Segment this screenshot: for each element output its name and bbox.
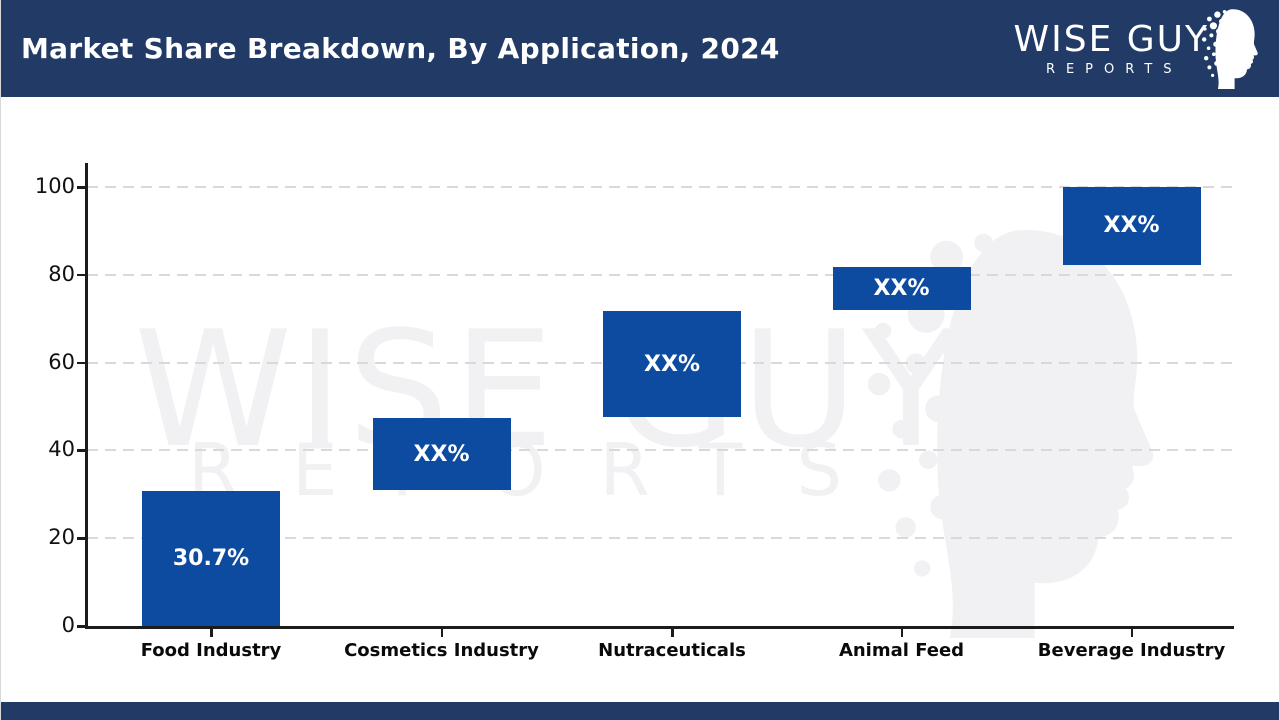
y-axis-tick xyxy=(77,625,85,628)
x-axis-tick xyxy=(440,628,443,637)
y-axis-line xyxy=(85,163,88,629)
bar-animal-feed: XX% xyxy=(832,266,971,310)
y-axis-tick xyxy=(77,273,85,277)
gridline xyxy=(87,537,1234,540)
x-axis-tick xyxy=(671,628,674,637)
logo-wordmark: WISE GUY xyxy=(1013,18,1209,60)
y-tick-label: 80 xyxy=(48,261,75,286)
gridline xyxy=(87,449,1234,452)
bar-nutraceuticals: XX% xyxy=(603,310,741,418)
bar-cosmetics-industry: XX% xyxy=(372,418,511,490)
wise-guy-logo: WISE GUY REPORTS xyxy=(1013,8,1260,89)
x-tick-label: Nutraceuticals xyxy=(598,640,746,661)
y-axis-tick xyxy=(77,449,85,452)
y-axis-tick xyxy=(77,537,85,540)
bar-value-label: XX% xyxy=(644,351,700,377)
bar-beverage-industry: XX% xyxy=(1062,187,1201,265)
gridline xyxy=(87,186,1234,188)
watermark-subtext: REPORTS xyxy=(188,428,897,512)
logo-face-icon xyxy=(1202,8,1258,89)
bar-value-label: XX% xyxy=(413,441,470,467)
gridline xyxy=(87,273,1234,276)
x-axis-tick xyxy=(900,628,903,637)
x-tick-label: Food Industry xyxy=(140,640,282,661)
y-tick-label: 40 xyxy=(48,437,75,462)
logo-subtext: REPORTS xyxy=(1045,61,1183,77)
x-axis-tick xyxy=(210,628,213,637)
y-axis-tick xyxy=(77,361,85,365)
y-tick-label: 20 xyxy=(48,525,75,550)
y-tick-label: 100 xyxy=(34,174,75,198)
header-bar: Market Share Breakdown, By Application, … xyxy=(1,0,1279,97)
watermark-wordmark: WISE GUY xyxy=(134,296,964,483)
y-axis-tick xyxy=(77,186,85,189)
page-title: Market Share Breakdown, By Application, … xyxy=(21,32,780,65)
x-axis-tick xyxy=(1130,628,1133,637)
watermark-face-icon xyxy=(867,230,1154,638)
x-tick-label: Beverage Industry xyxy=(1037,640,1226,661)
footer-bar xyxy=(1,702,1279,720)
x-tick-label: Cosmetics Industry xyxy=(344,640,539,661)
x-tick-label: Animal Feed xyxy=(838,640,965,661)
x-axis-line xyxy=(85,626,1234,629)
y-tick-label: 60 xyxy=(48,349,75,374)
bar-value-label: 30.7% xyxy=(172,546,250,572)
y-tick-label: 0 xyxy=(61,613,75,637)
bar-value-label: XX% xyxy=(873,275,930,301)
bar-food-industry: 30.7% xyxy=(142,491,280,626)
bar-value-label: XX% xyxy=(1103,213,1160,239)
